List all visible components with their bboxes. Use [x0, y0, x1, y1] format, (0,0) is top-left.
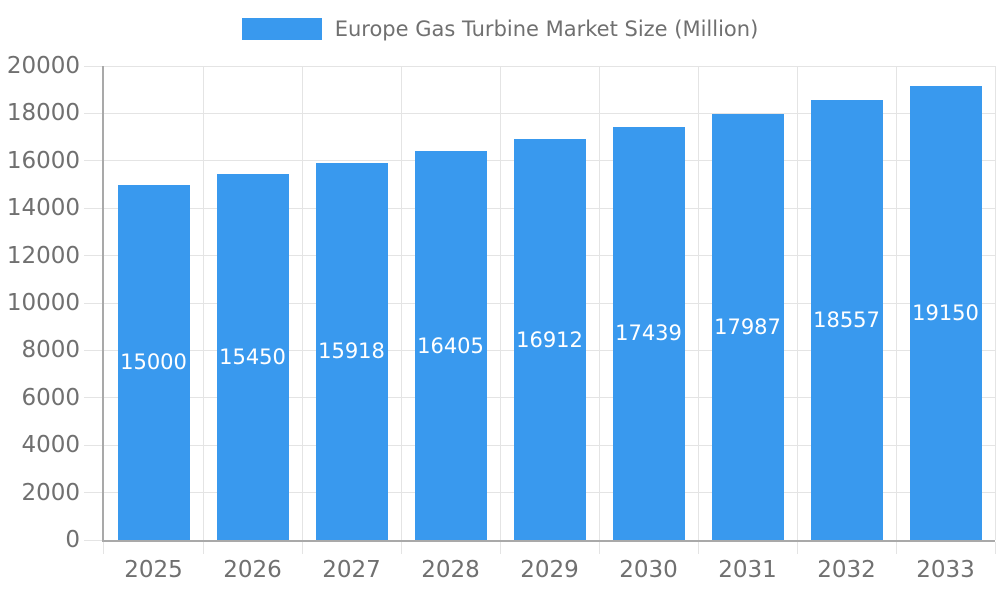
- gridline-v: [202, 66, 204, 540]
- y-tick: [84, 160, 102, 162]
- x-tick: [895, 542, 897, 554]
- y-tick-label: 14000: [6, 195, 80, 222]
- y-tick-label: 2000: [21, 479, 80, 506]
- y-tick: [84, 349, 102, 351]
- y-tick-label: 12000: [6, 242, 80, 269]
- y-tick: [84, 444, 102, 446]
- gridline-v: [895, 66, 897, 540]
- y-tick: [84, 302, 102, 304]
- y-tick-label: 8000: [21, 337, 80, 364]
- bar-value-label: 18557: [813, 308, 880, 333]
- bar-value-label: 19150: [912, 301, 979, 326]
- bar: [117, 184, 190, 540]
- x-tick-label: 2032: [817, 557, 876, 583]
- x-tick: [598, 542, 600, 554]
- x-tick-label: 2027: [322, 557, 381, 583]
- x-tick: [499, 542, 501, 554]
- y-tick: [84, 539, 102, 541]
- gridline-v: [994, 66, 996, 540]
- x-tick: [102, 542, 104, 554]
- y-tick: [84, 255, 102, 257]
- bar: [513, 139, 586, 540]
- bar-value-label: 15918: [318, 339, 385, 364]
- x-tick-label: 2030: [619, 557, 678, 583]
- x-tick: [994, 542, 996, 554]
- x-tick-label: 2029: [520, 557, 579, 583]
- y-tick-label: 6000: [21, 384, 80, 411]
- gridline-v: [301, 66, 303, 540]
- legend-swatch: [241, 18, 322, 40]
- bar: [612, 126, 685, 540]
- y-tick: [84, 65, 102, 67]
- gridline-h: [104, 112, 995, 114]
- y-tick: [84, 207, 102, 209]
- x-tick: [796, 542, 798, 554]
- bar-value-label: 17439: [615, 321, 682, 346]
- gridline-v: [697, 66, 699, 540]
- bar: [810, 100, 883, 540]
- legend-label: Europe Gas Turbine Market Size (Million): [334, 17, 759, 41]
- x-tick-label: 2028: [421, 557, 480, 583]
- gridline-v: [598, 66, 600, 540]
- bar-value-label: 15000: [120, 350, 187, 375]
- y-tick-label: 16000: [6, 147, 80, 174]
- x-tick: [301, 542, 303, 554]
- x-tick-label: 2031: [718, 557, 777, 583]
- bar: [315, 162, 388, 540]
- gridline-v: [499, 66, 501, 540]
- x-tick-label: 2026: [223, 557, 282, 583]
- gridline-h: [104, 65, 995, 67]
- y-tick-label: 0: [65, 527, 80, 553]
- bar-value-label: 15450: [219, 344, 286, 369]
- bar: [711, 113, 784, 540]
- bar-value-label: 16912: [516, 327, 583, 352]
- x-tick: [400, 542, 402, 554]
- legend[interactable]: Europe Gas Turbine Market Size (Million): [0, 17, 1000, 41]
- bar-value-label: 16405: [417, 333, 484, 358]
- x-tick: [202, 542, 204, 554]
- x-tick: [697, 542, 699, 554]
- y-tick-label: 4000: [21, 432, 80, 459]
- x-tick-label: 2033: [916, 557, 975, 583]
- bar: [216, 173, 289, 540]
- gridline-v: [796, 66, 798, 540]
- y-tick-label: 18000: [6, 100, 80, 127]
- y-tick: [84, 492, 102, 494]
- y-tick-label: 10000: [6, 290, 80, 316]
- x-tick-label: 2025: [124, 557, 183, 583]
- gridline-v: [400, 66, 402, 540]
- y-tick: [84, 397, 102, 399]
- bar-value-label: 17987: [714, 314, 781, 339]
- bar: [414, 151, 487, 540]
- plot-area: 0 2000 4000 6000 8000 10000 12000 14000 16000 180…: [7, 53, 996, 583]
- bar: [909, 86, 982, 540]
- y-tick-label: 20000: [6, 53, 80, 79]
- y-tick: [84, 112, 102, 114]
